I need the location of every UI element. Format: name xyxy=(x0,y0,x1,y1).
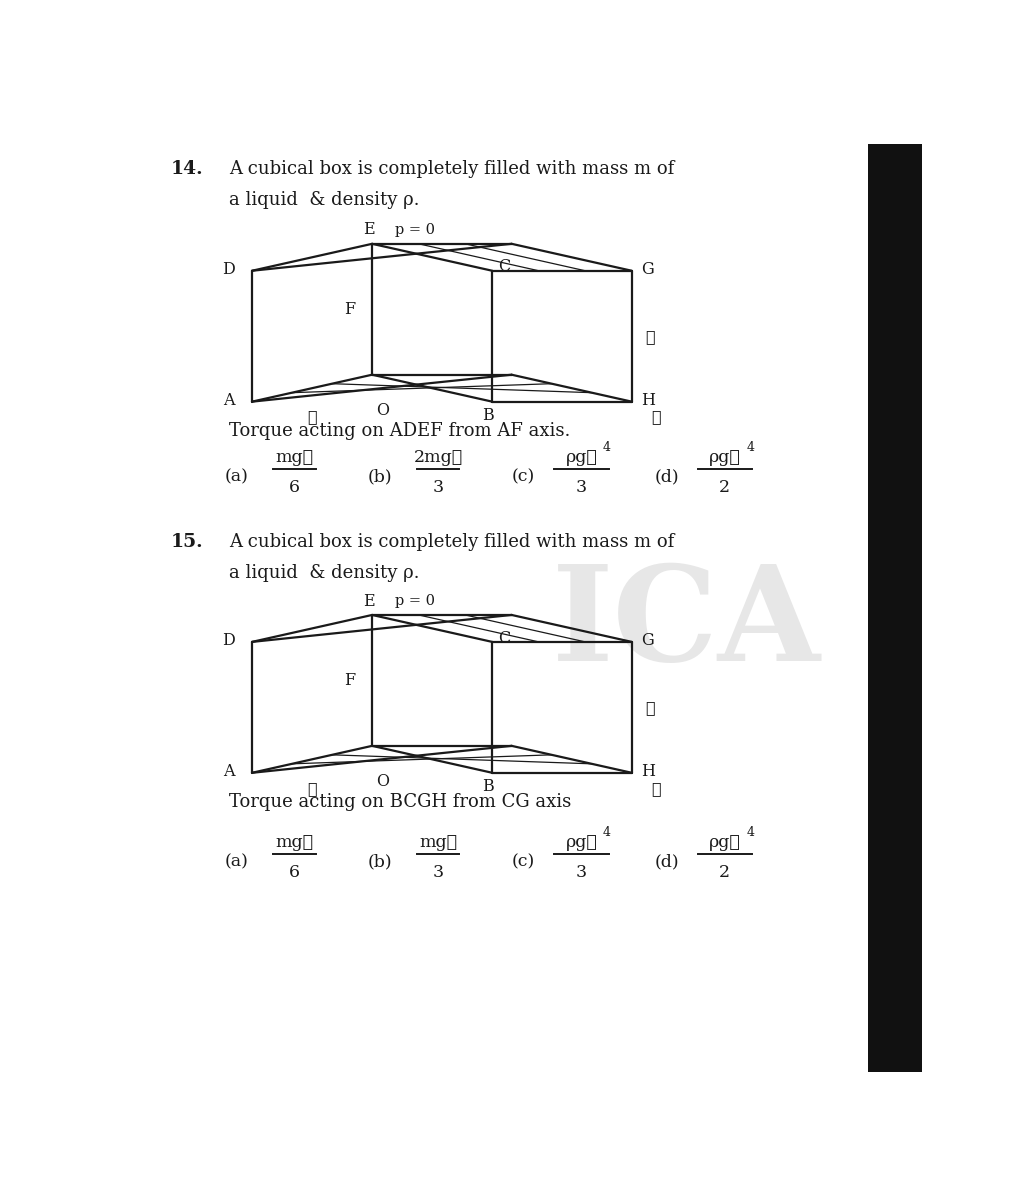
Text: O: O xyxy=(376,402,389,419)
Text: p = 0: p = 0 xyxy=(395,223,435,237)
Text: (d): (d) xyxy=(654,468,679,485)
Text: (a): (a) xyxy=(224,468,249,485)
Text: H: H xyxy=(641,763,655,780)
Text: 2mgℓ: 2mgℓ xyxy=(414,449,463,466)
Text: A cubical box is completely filled with mass m of: A cubical box is completely filled with … xyxy=(228,160,674,178)
Text: (c): (c) xyxy=(512,468,535,485)
Text: ρgℓ: ρgℓ xyxy=(565,449,597,466)
Text: ℓ: ℓ xyxy=(307,780,316,797)
Text: (a): (a) xyxy=(224,854,249,870)
Text: ℓ: ℓ xyxy=(646,698,655,716)
Text: mgℓ: mgℓ xyxy=(275,833,313,850)
Text: B: B xyxy=(482,778,495,795)
Text: 4: 4 xyxy=(603,442,611,454)
Text: ρgℓ: ρgℓ xyxy=(709,449,740,466)
Text: ρgℓ: ρgℓ xyxy=(709,833,740,850)
Text: (b): (b) xyxy=(368,468,392,485)
Text: D: D xyxy=(222,261,234,278)
Text: ρgℓ: ρgℓ xyxy=(565,833,597,850)
Text: a liquid  & density ρ.: a liquid & density ρ. xyxy=(228,563,419,582)
Text: C: C xyxy=(499,630,511,647)
Text: 3: 3 xyxy=(575,479,587,496)
Text: ℓ: ℓ xyxy=(651,408,662,425)
Text: mgℓ: mgℓ xyxy=(419,833,457,850)
Text: D: D xyxy=(222,632,234,649)
Text: A: A xyxy=(223,391,234,408)
Text: F: F xyxy=(344,301,355,318)
Text: p = 0: p = 0 xyxy=(395,594,435,608)
Text: E: E xyxy=(364,592,375,609)
Text: ICA: ICA xyxy=(552,560,820,690)
Text: ℓ: ℓ xyxy=(651,780,662,797)
Bar xyxy=(868,144,923,1072)
Text: 14.: 14. xyxy=(171,160,203,178)
Text: A: A xyxy=(223,763,234,780)
Text: 4: 4 xyxy=(746,442,755,454)
Text: H: H xyxy=(641,391,655,408)
Text: a liquid  & density ρ.: a liquid & density ρ. xyxy=(228,191,419,209)
Text: F: F xyxy=(344,672,355,689)
Text: B: B xyxy=(482,407,495,424)
Text: ℓ: ℓ xyxy=(307,408,316,425)
Text: G: G xyxy=(641,261,653,278)
Text: 3: 3 xyxy=(432,479,443,496)
Text: Torque acting on ADEF from AF axis.: Torque acting on ADEF from AF axis. xyxy=(228,421,570,439)
Text: 3: 3 xyxy=(432,863,443,880)
Text: 4: 4 xyxy=(746,826,755,839)
Text: (c): (c) xyxy=(512,854,535,870)
Text: A cubical box is completely filled with mass m of: A cubical box is completely filled with … xyxy=(228,533,674,550)
Text: 6: 6 xyxy=(289,479,300,496)
Text: E: E xyxy=(364,222,375,238)
Text: 2: 2 xyxy=(719,863,730,880)
Text: O: O xyxy=(376,773,389,790)
Text: 6: 6 xyxy=(289,863,300,880)
Text: 15.: 15. xyxy=(171,533,203,550)
Text: Torque acting on BCGH from CG axis: Torque acting on BCGH from CG axis xyxy=(228,793,571,811)
Text: (b): (b) xyxy=(368,854,392,870)
Text: 3: 3 xyxy=(575,863,587,880)
Text: mgℓ: mgℓ xyxy=(275,449,313,466)
Text: 4: 4 xyxy=(603,826,611,839)
Text: G: G xyxy=(641,632,653,649)
Text: C: C xyxy=(499,259,511,276)
Text: ℓ: ℓ xyxy=(646,327,655,344)
Text: 2: 2 xyxy=(719,479,730,496)
Text: (d): (d) xyxy=(654,854,679,870)
